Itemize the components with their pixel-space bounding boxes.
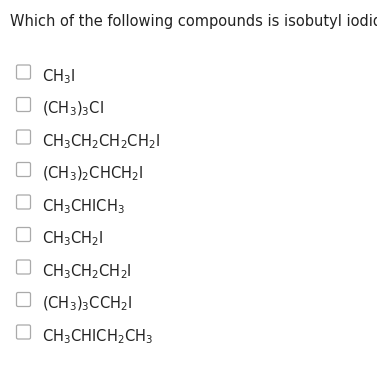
Text: Which of the following compounds is isobutyl iodide?: Which of the following compounds is isob… (10, 14, 377, 29)
FancyBboxPatch shape (17, 65, 31, 79)
Text: (CH$_3$)$_3$CI: (CH$_3$)$_3$CI (42, 100, 104, 118)
Text: CH$_3$I: CH$_3$I (42, 67, 75, 86)
FancyBboxPatch shape (17, 260, 31, 274)
Text: (CH$_3$)$_2$CHCH$_2$I: (CH$_3$)$_2$CHCH$_2$I (42, 165, 143, 183)
Text: CH$_3$CH$_2$CH$_2$I: CH$_3$CH$_2$CH$_2$I (42, 262, 132, 281)
Text: CH$_3$CH$_2$CH$_2$CH$_2$I: CH$_3$CH$_2$CH$_2$CH$_2$I (42, 132, 160, 151)
Text: CH$_3$CH$_2$I: CH$_3$CH$_2$I (42, 230, 103, 248)
FancyBboxPatch shape (17, 325, 31, 339)
Text: (CH$_3$)$_3$CCH$_2$I: (CH$_3$)$_3$CCH$_2$I (42, 295, 132, 313)
FancyBboxPatch shape (17, 195, 31, 209)
Text: CH$_3$CHICH$_3$: CH$_3$CHICH$_3$ (42, 197, 125, 216)
FancyBboxPatch shape (17, 292, 31, 307)
Text: CH$_3$CHICH$_2$CH$_3$: CH$_3$CHICH$_2$CH$_3$ (42, 327, 153, 346)
FancyBboxPatch shape (17, 97, 31, 111)
FancyBboxPatch shape (17, 227, 31, 242)
FancyBboxPatch shape (17, 162, 31, 177)
FancyBboxPatch shape (17, 130, 31, 144)
